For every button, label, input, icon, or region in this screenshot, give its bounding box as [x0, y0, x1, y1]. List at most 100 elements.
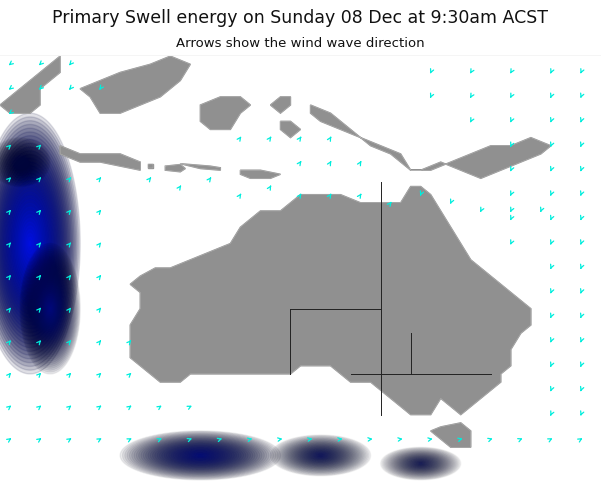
Polygon shape: [46, 300, 54, 318]
Polygon shape: [420, 463, 421, 464]
Polygon shape: [37, 281, 63, 336]
Polygon shape: [0, 121, 78, 366]
Polygon shape: [49, 307, 50, 310]
Polygon shape: [240, 170, 281, 178]
Polygon shape: [159, 443, 241, 468]
Polygon shape: [310, 451, 332, 460]
Polygon shape: [134, 435, 267, 476]
Polygon shape: [148, 163, 153, 168]
Polygon shape: [305, 449, 336, 462]
Polygon shape: [408, 459, 433, 468]
Polygon shape: [139, 437, 262, 474]
Polygon shape: [298, 446, 343, 465]
Polygon shape: [171, 447, 230, 465]
Polygon shape: [0, 128, 75, 359]
Polygon shape: [416, 462, 425, 465]
Polygon shape: [6, 181, 54, 306]
Polygon shape: [0, 158, 63, 329]
Polygon shape: [136, 436, 264, 475]
Polygon shape: [3, 173, 57, 314]
Polygon shape: [406, 458, 435, 469]
Polygon shape: [43, 292, 58, 325]
Text: Primary Swell energy on Sunday 08 Dec at 9:30am ACST: Primary Swell energy on Sunday 08 Dec at…: [52, 9, 549, 27]
Polygon shape: [13, 157, 26, 167]
Polygon shape: [292, 444, 349, 467]
Polygon shape: [404, 457, 438, 470]
Polygon shape: [400, 455, 441, 472]
Polygon shape: [412, 460, 430, 467]
Polygon shape: [166, 445, 234, 466]
Polygon shape: [0, 151, 66, 336]
Polygon shape: [279, 439, 362, 472]
Polygon shape: [80, 56, 191, 113]
Polygon shape: [278, 438, 364, 473]
Polygon shape: [17, 160, 23, 164]
Polygon shape: [164, 445, 237, 467]
Polygon shape: [284, 440, 358, 470]
Polygon shape: [300, 447, 340, 464]
Polygon shape: [0, 117, 79, 370]
Polygon shape: [25, 253, 76, 365]
Polygon shape: [43, 294, 56, 323]
Polygon shape: [409, 459, 432, 468]
Polygon shape: [0, 143, 69, 344]
Polygon shape: [31, 266, 70, 351]
Polygon shape: [125, 432, 276, 478]
Polygon shape: [60, 146, 140, 170]
Polygon shape: [311, 451, 330, 459]
Polygon shape: [407, 458, 434, 469]
Polygon shape: [157, 442, 243, 468]
Polygon shape: [293, 445, 347, 467]
Polygon shape: [19, 161, 22, 163]
Polygon shape: [285, 441, 356, 470]
Polygon shape: [180, 163, 221, 170]
Polygon shape: [185, 451, 216, 460]
Polygon shape: [21, 245, 79, 372]
Polygon shape: [153, 441, 248, 470]
Polygon shape: [189, 452, 211, 459]
Polygon shape: [281, 439, 361, 472]
Polygon shape: [304, 448, 337, 462]
Polygon shape: [17, 211, 43, 276]
Polygon shape: [307, 450, 335, 461]
Polygon shape: [29, 264, 70, 353]
Polygon shape: [282, 440, 359, 471]
Polygon shape: [165, 164, 185, 172]
Polygon shape: [150, 440, 251, 471]
Polygon shape: [47, 302, 53, 316]
Polygon shape: [5, 177, 55, 310]
Polygon shape: [308, 450, 333, 461]
Polygon shape: [286, 442, 355, 469]
Polygon shape: [20, 244, 80, 374]
Polygon shape: [2, 169, 58, 318]
Polygon shape: [270, 97, 290, 113]
Polygon shape: [295, 445, 346, 466]
Polygon shape: [273, 436, 368, 475]
Polygon shape: [414, 461, 427, 466]
Polygon shape: [180, 449, 221, 462]
Polygon shape: [16, 207, 44, 280]
Polygon shape: [403, 456, 439, 471]
Polygon shape: [415, 461, 426, 466]
Polygon shape: [143, 438, 257, 473]
Polygon shape: [49, 305, 52, 312]
Polygon shape: [120, 431, 281, 480]
Polygon shape: [148, 439, 253, 471]
Polygon shape: [14, 203, 46, 284]
Polygon shape: [318, 454, 323, 456]
Polygon shape: [23, 251, 77, 366]
Polygon shape: [162, 444, 239, 467]
Polygon shape: [27, 259, 73, 359]
Polygon shape: [0, 166, 60, 321]
Polygon shape: [398, 454, 444, 473]
Polygon shape: [38, 283, 62, 334]
Polygon shape: [22, 247, 78, 370]
Polygon shape: [419, 463, 423, 465]
Polygon shape: [302, 448, 339, 463]
Polygon shape: [275, 437, 366, 474]
Polygon shape: [311, 105, 551, 178]
Polygon shape: [291, 443, 350, 468]
Polygon shape: [37, 279, 64, 338]
Polygon shape: [10, 192, 50, 295]
Polygon shape: [31, 268, 69, 349]
